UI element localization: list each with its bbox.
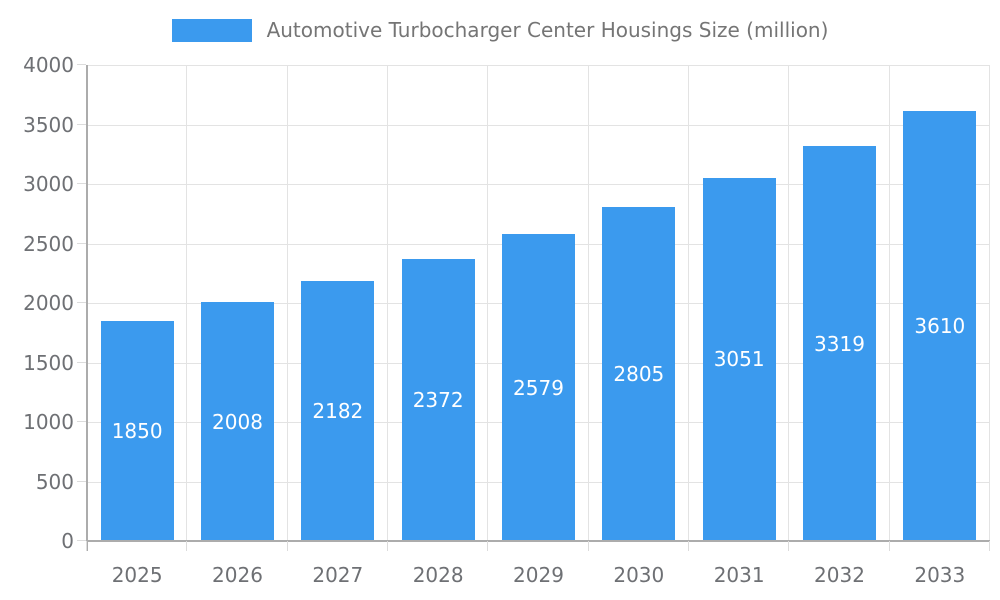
x-axis-tick xyxy=(788,541,790,551)
x-axis-tick xyxy=(86,541,87,551)
x-axis-label-2031: 2031 xyxy=(713,563,765,587)
bar-2032[interactable]: 3319 xyxy=(803,146,876,541)
x-axis-label-2029: 2029 xyxy=(513,563,564,587)
gridline-vertical xyxy=(989,65,990,541)
x-axis-label-2027: 2027 xyxy=(312,563,364,587)
x-axis-label-2030: 2030 xyxy=(613,563,665,587)
y-axis-label: 500 xyxy=(35,469,74,494)
plot-area: 1850 2008 2182 2372 2579 2805 3051 3319 3610 xyxy=(87,65,990,541)
legend-swatch xyxy=(171,18,252,42)
y-axis-tick xyxy=(77,64,86,65)
gridline-vertical xyxy=(888,65,890,541)
gridline-vertical xyxy=(587,65,589,541)
y-axis-label: 4000 xyxy=(23,53,74,77)
x-axis-tick xyxy=(587,541,589,551)
bar-2033[interactable]: 3610 xyxy=(903,111,977,541)
x-axis-tick xyxy=(989,541,990,551)
bar-value-label: 2372 xyxy=(412,387,464,412)
gridline-vertical xyxy=(186,65,188,541)
bar-value-label: 2008 xyxy=(212,409,263,434)
chart-legend[interactable]: Automotive Turbocharger Center Housings … xyxy=(0,18,1000,42)
y-axis-label: 1000 xyxy=(23,410,74,434)
bar-value-label: 3610 xyxy=(914,314,966,339)
bar-value-label: 3051 xyxy=(713,347,765,372)
bar-2026[interactable]: 2008 xyxy=(201,302,274,541)
bar-value-label: 2805 xyxy=(613,362,665,387)
x-axis-label-2026: 2026 xyxy=(212,563,263,587)
x-axis-line xyxy=(87,540,990,542)
y-axis-tick xyxy=(77,361,86,363)
gridline-horizontal xyxy=(87,184,990,185)
y-axis-label: 2000 xyxy=(23,291,74,315)
x-axis-tick xyxy=(888,541,890,551)
gridline-vertical xyxy=(788,65,790,541)
x-axis-tick xyxy=(387,541,388,551)
gridline-vertical xyxy=(688,65,689,541)
bar-2027[interactable]: 2182 xyxy=(301,281,375,541)
x-axis-label-2025: 2025 xyxy=(111,563,163,587)
x-axis-label-2033: 2033 xyxy=(914,563,966,587)
bar-value-label: 1850 xyxy=(111,418,163,443)
legend-label: Automotive Turbocharger Center Housings … xyxy=(266,18,829,42)
bar-2029[interactable]: 2579 xyxy=(502,234,575,541)
bar-value-label: 3319 xyxy=(814,331,865,356)
x-axis-tick xyxy=(487,541,489,551)
y-axis-tick xyxy=(77,421,86,422)
gridline-vertical xyxy=(487,65,489,541)
y-axis-label: 3500 xyxy=(23,112,74,137)
y-axis-label: 2500 xyxy=(23,231,74,256)
y-axis-label: 1500 xyxy=(23,350,74,375)
x-axis-label-2032: 2032 xyxy=(814,563,865,587)
x-axis-tick xyxy=(688,541,689,551)
x-axis-tick xyxy=(186,541,188,551)
y-axis-tick xyxy=(77,183,86,184)
y-axis-tick xyxy=(77,123,86,125)
gridline-horizontal xyxy=(87,65,990,66)
x-axis-tick xyxy=(286,541,288,551)
y-axis-label: 3000 xyxy=(23,172,74,196)
bar-2025[interactable]: 1850 xyxy=(100,320,174,541)
y-axis-tick xyxy=(77,242,86,244)
bar-2030[interactable]: 2805 xyxy=(602,207,676,541)
y-axis-label: 0 xyxy=(61,529,74,553)
x-axis-label-2028: 2028 xyxy=(412,563,464,587)
bar-value-label: 2579 xyxy=(513,375,564,400)
bar-2028[interactable]: 2372 xyxy=(401,258,475,541)
gridline-vertical xyxy=(387,65,388,541)
y-axis-tick xyxy=(77,540,86,541)
bar-value-label: 2182 xyxy=(312,399,364,424)
y-axis-tick xyxy=(77,480,86,482)
y-axis-tick xyxy=(77,302,86,303)
y-axis-line xyxy=(86,65,88,551)
gridline-vertical xyxy=(286,65,288,541)
bar-2031[interactable]: 3051 xyxy=(702,177,776,541)
gridline-horizontal xyxy=(87,124,990,126)
